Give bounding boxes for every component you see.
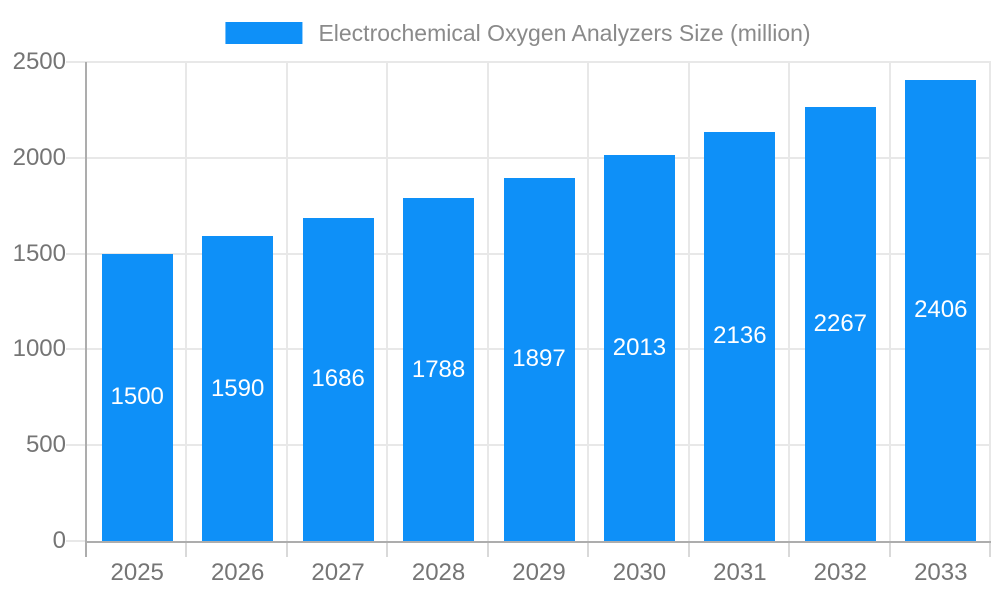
y-axis-tick [66,348,87,351]
x-axis-label-2028: 2028 [411,559,466,586]
x-axis-tick [989,543,991,557]
bar-value-label: 2406 [914,296,968,324]
bar-2025[interactable]: 1500 [101,253,173,541]
bar-value-label: 1788 [411,355,466,383]
x-axis-tick [687,543,690,557]
x-axis-label-2027: 2027 [311,559,365,586]
y-axis-label: 2000 [12,143,66,171]
y-axis-line [85,62,87,557]
gridline-vertical [788,62,791,541]
legend-label: Electrochemical Oxygen Analyzers Size (m… [318,20,811,46]
x-axis-tick [587,543,590,557]
x-axis-tick [486,543,489,557]
bar-2030[interactable]: 2013 [603,155,675,541]
bar-value-label: 1590 [210,374,265,402]
y-axis-label: 0 [52,527,66,554]
x-axis-label-2030: 2030 [612,559,667,586]
bar-2028[interactable]: 1788 [403,198,475,541]
y-axis-tick [66,444,87,447]
y-axis-label: 1000 [12,335,66,363]
bar-2033[interactable]: 2406 [905,80,977,541]
gridline-vertical [888,62,891,541]
x-axis-tick [185,543,188,557]
x-axis-tick [386,543,389,557]
x-axis-label-2025: 2025 [110,559,164,586]
x-axis-label-2031: 2031 [713,559,767,586]
gridline-vertical [285,62,288,541]
bar-value-label: 2136 [713,322,767,350]
y-axis-label: 2500 [12,48,66,75]
x-axis-tick [888,543,891,557]
y-axis-tick [66,540,87,542]
x-axis-tick [285,543,288,557]
bar-2031[interactable]: 2136 [704,131,776,541]
bar-value-label: 2013 [612,334,667,362]
legend-item[interactable]: Electrochemical Oxygen Analyzers Size (m… [225,20,811,46]
bar-2032[interactable]: 2267 [804,106,876,541]
legend-swatch [225,22,303,44]
y-axis-label: 1500 [12,239,66,267]
y-axis-tick [66,252,87,255]
bar-2027[interactable]: 1686 [302,217,374,541]
bar-2026[interactable]: 1590 [202,236,274,541]
gridline-horizontal [87,156,991,159]
x-axis-label-2029: 2029 [512,559,566,586]
gridline-vertical [587,62,590,541]
bar-value-label: 1897 [512,345,566,373]
x-axis-tick [788,543,791,557]
gridline-vertical [989,62,991,541]
y-axis-tick [66,61,87,63]
y-axis-label: 500 [25,431,66,459]
gridline-horizontal [87,61,991,63]
gridline-vertical [687,62,690,541]
y-axis-tick [66,156,87,159]
x-axis-line [85,541,991,543]
gridline-vertical [386,62,389,541]
bar-value-label: 1500 [110,383,164,411]
x-axis-label-2033: 2033 [914,559,968,586]
bar-2029[interactable]: 1897 [503,177,575,541]
gridline-vertical [185,62,188,541]
bar-value-label: 1686 [311,365,365,393]
x-axis-label-2026: 2026 [210,559,265,586]
x-axis-label-2032: 2032 [813,559,868,586]
bar-value-label: 2267 [813,309,868,337]
gridline-vertical [486,62,489,541]
